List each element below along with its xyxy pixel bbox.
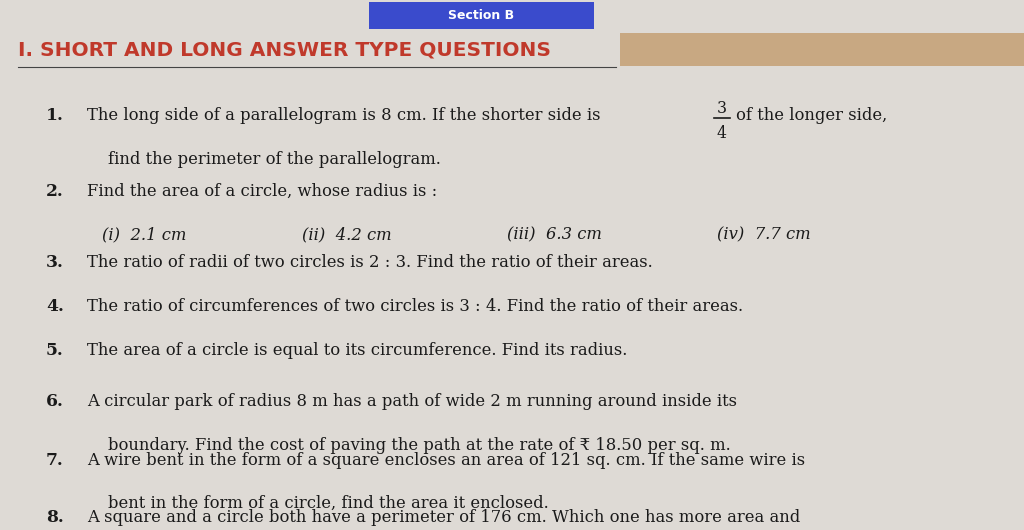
- Text: 2.: 2.: [46, 183, 63, 200]
- Text: The area of a circle is equal to its circumference. Find its radius.: The area of a circle is equal to its cir…: [87, 342, 628, 359]
- Text: 3: 3: [717, 100, 727, 117]
- Text: The long side of a parallelogram is 8 cm. If the shorter side is: The long side of a parallelogram is 8 cm…: [87, 107, 600, 124]
- Text: 4: 4: [717, 125, 727, 142]
- Bar: [620, 33, 1024, 66]
- Text: The ratio of radii of two circles is 2 : 3. Find the ratio of their areas.: The ratio of radii of two circles is 2 :…: [87, 254, 652, 271]
- Text: A wire bent in the form of a square encloses an area of 121 sq. cm. If the same : A wire bent in the form of a square encl…: [87, 452, 805, 469]
- Text: A square and a circle both have a perimeter of 176 cm. Which one has more area a: A square and a circle both have a perime…: [87, 509, 801, 526]
- Text: find the perimeter of the parallelogram.: find the perimeter of the parallelogram.: [108, 151, 440, 167]
- Text: Find the area of a circle, whose radius is :: Find the area of a circle, whose radius …: [87, 183, 437, 200]
- Text: (ii)  4.2 cm: (ii) 4.2 cm: [302, 226, 392, 243]
- Text: Section B: Section B: [449, 9, 514, 22]
- Text: (iii)  6.3 cm: (iii) 6.3 cm: [507, 226, 602, 243]
- Text: 7.: 7.: [46, 452, 63, 469]
- Text: 5.: 5.: [46, 342, 63, 359]
- Text: A circular park of radius 8 m has a path of wide 2 m running around inside its: A circular park of radius 8 m has a path…: [87, 393, 737, 410]
- Text: The ratio of circumferences of two circles is 3 : 4. Find the ratio of their are: The ratio of circumferences of two circl…: [87, 298, 743, 315]
- Text: boundary. Find the cost of paving the path at the rate of ₹ 18.50 per sq. m.: boundary. Find the cost of paving the pa…: [108, 437, 730, 454]
- Text: 8.: 8.: [46, 509, 63, 526]
- Text: 4.: 4.: [46, 298, 63, 315]
- Text: 1.: 1.: [46, 107, 63, 124]
- Text: I. SHORT AND LONG ANSWER TYPE QUESTIONS: I. SHORT AND LONG ANSWER TYPE QUESTIONS: [18, 40, 552, 59]
- Text: bent in the form of a circle, find the area it enclosed.: bent in the form of a circle, find the a…: [108, 495, 548, 512]
- Text: (i)  2.1 cm: (i) 2.1 cm: [102, 226, 186, 243]
- Bar: [369, 2, 594, 29]
- Text: of the longer side,: of the longer side,: [736, 107, 888, 124]
- Text: 3.: 3.: [46, 254, 63, 271]
- Text: (iv)  7.7 cm: (iv) 7.7 cm: [717, 226, 810, 243]
- Text: 6.: 6.: [46, 393, 63, 410]
